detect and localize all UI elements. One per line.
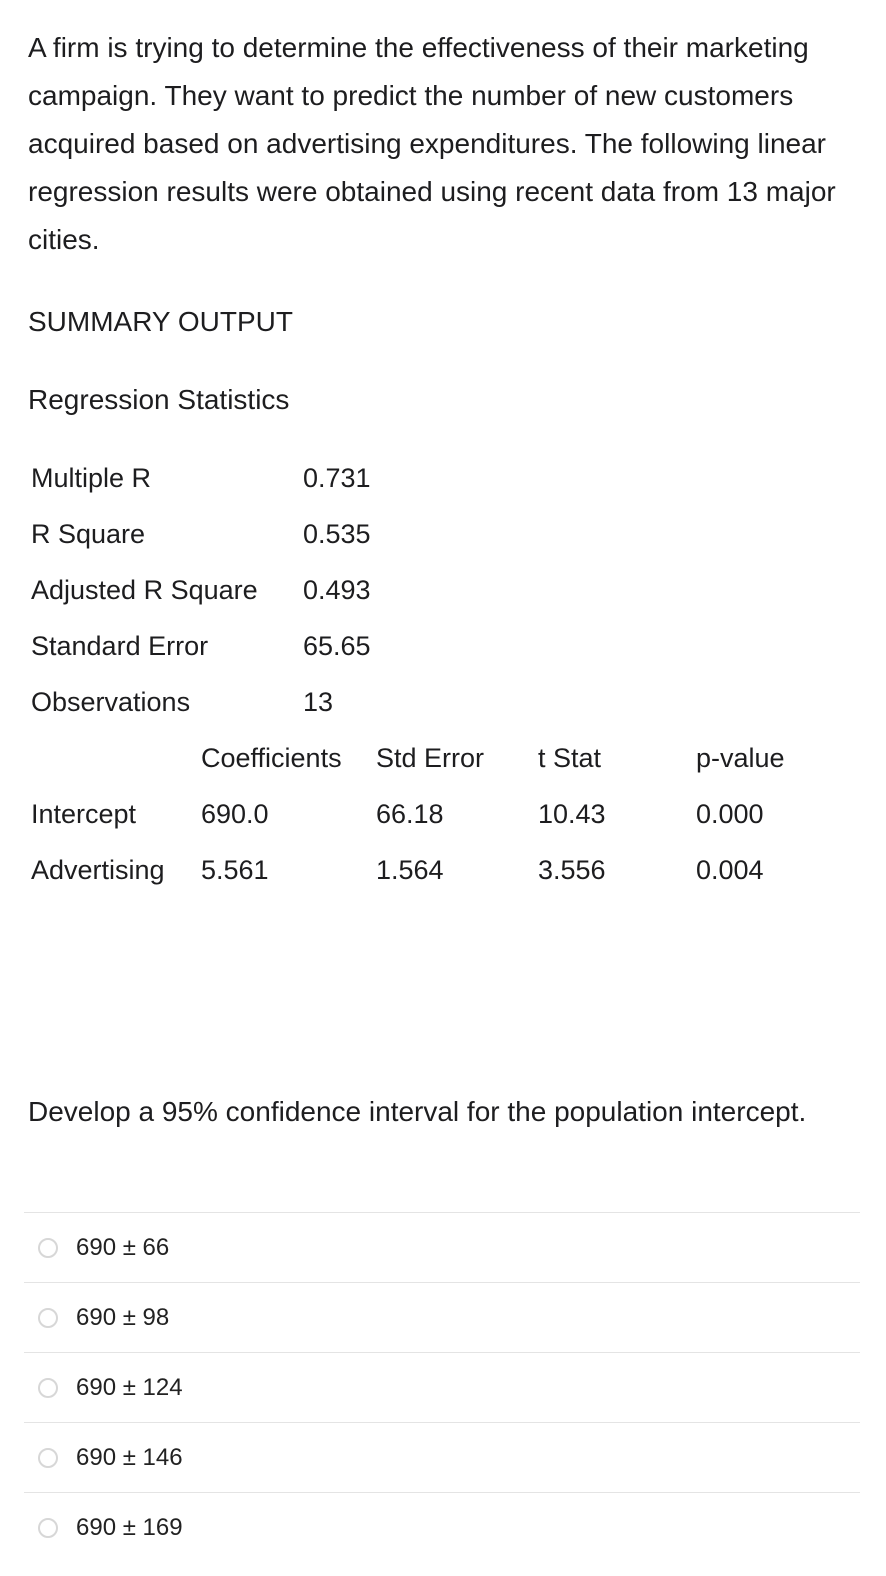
- p-value: 0.000: [696, 798, 764, 829]
- coef-header-p-value: p-value: [696, 742, 785, 773]
- table-row: Multiple R 0.731: [31, 450, 858, 506]
- coefficients-table: Coefficients Std Error t Stat p-value In…: [31, 730, 858, 898]
- question-intro: A firm is trying to determine the effect…: [28, 32, 836, 255]
- radio-button-icon[interactable]: [38, 1307, 58, 1328]
- p-value: 0.004: [696, 854, 764, 885]
- answer-option-1[interactable]: 690 ± 66: [24, 1213, 860, 1283]
- answer-option-label: 690 ± 124: [76, 1373, 183, 1401]
- answer-option-label: 690 ± 169: [76, 1514, 183, 1541]
- radio-button-icon[interactable]: [38, 1237, 58, 1258]
- radio-button-icon[interactable]: [38, 1518, 58, 1538]
- table-row: Observations 13: [31, 674, 858, 730]
- radio-button-icon[interactable]: [38, 1377, 58, 1398]
- stat-value: 65.65: [303, 630, 371, 661]
- question-prompt: Develop a 95% confidence interval for th…: [28, 1096, 807, 1127]
- stat-value: 0.535: [303, 518, 371, 549]
- stat-label: R Square: [31, 518, 146, 549]
- t-stat-value: 10.43: [538, 798, 606, 829]
- answer-option-2[interactable]: 690 ± 98: [24, 1283, 860, 1353]
- answer-option-label: 690 ± 146: [76, 1443, 183, 1471]
- regression-statistics-title: Regression Statistics: [28, 384, 290, 415]
- answer-option-5[interactable]: 690 ± 169: [24, 1493, 860, 1563]
- regression-statistics-table: Multiple R 0.731 R Square 0.535 Adjusted…: [31, 450, 858, 730]
- stat-label: Standard Error: [31, 630, 209, 661]
- t-stat-value: 3.556: [538, 854, 606, 885]
- stat-label: Observations: [31, 686, 191, 717]
- coef-header-std-error: Std Error: [376, 742, 485, 773]
- table-row: Adjusted R Square 0.493: [31, 562, 858, 618]
- stat-value: 0.493: [303, 574, 371, 605]
- coef-value: 690.0: [201, 798, 269, 829]
- coef-header-coefficients: Coefficients: [201, 742, 342, 773]
- std-error-value: 1.564: [376, 854, 444, 885]
- table-header-row: Coefficients Std Error t Stat p-value: [31, 730, 858, 786]
- radio-button-icon[interactable]: [38, 1447, 58, 1468]
- table-row: Advertising 5.561 1.564 3.556 0.004: [31, 842, 858, 898]
- answer-options: 690 ± 66 690 ± 98 690 ± 124 690 ± 146 69…: [24, 1212, 860, 1563]
- answer-option-label: 690 ± 98: [76, 1303, 170, 1331]
- coef-header-t-stat: t Stat: [538, 742, 602, 773]
- table-row: Standard Error 65.65: [31, 618, 858, 674]
- stat-value: 13: [303, 686, 334, 717]
- table-row: R Square 0.535: [31, 506, 858, 562]
- stat-label: Adjusted R Square: [31, 574, 258, 605]
- table-row: Intercept 690.0 66.18 10.43 0.000: [31, 786, 858, 842]
- stat-label: Multiple R: [31, 462, 152, 493]
- answer-option-label: 690 ± 66: [76, 1233, 170, 1261]
- coef-row-name: Intercept: [31, 798, 137, 829]
- coef-row-name: Advertising: [31, 854, 165, 885]
- coef-value: 5.561: [201, 854, 269, 885]
- answer-option-3[interactable]: 690 ± 124: [24, 1353, 860, 1423]
- summary-output-title: SUMMARY OUTPUT: [28, 306, 293, 337]
- stat-value: 0.731: [303, 462, 371, 493]
- answer-option-4[interactable]: 690 ± 146: [24, 1423, 860, 1493]
- std-error-value: 66.18: [376, 798, 444, 829]
